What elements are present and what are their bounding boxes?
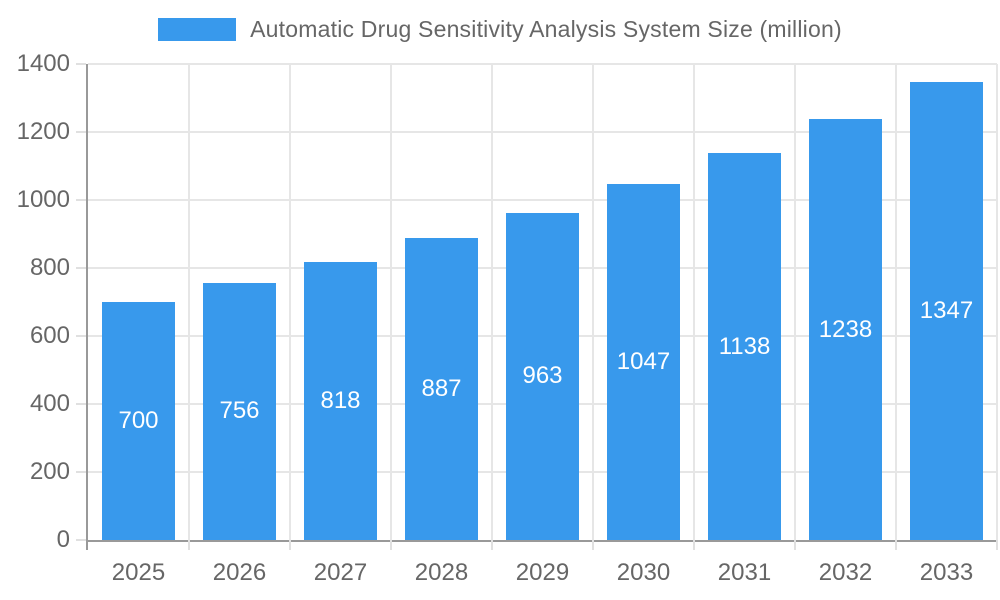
y-axis-tick <box>76 335 86 337</box>
bar[interactable] <box>405 238 478 540</box>
bar[interactable] <box>910 82 983 540</box>
x-tick-label: 2027 <box>313 559 368 586</box>
bar[interactable] <box>102 302 175 540</box>
gridline <box>88 63 997 65</box>
gridline <box>693 64 695 540</box>
plot-area: 0 200 400 600 800 1000 1200 1400 700 2025 756 2026 8… <box>17 50 998 586</box>
gridline <box>88 199 997 201</box>
bar[interactable] <box>809 119 882 540</box>
x-tick-label: 2029 <box>515 559 570 586</box>
y-tick-label: 1200 <box>16 118 70 145</box>
bar-value-label: 700 <box>118 407 159 434</box>
bar-value-label: 818 <box>320 386 361 414</box>
gridline <box>895 64 897 540</box>
bar-value-label: 887 <box>421 375 462 403</box>
bar[interactable] <box>506 212 579 540</box>
bar-value-label: 1347 <box>919 297 974 324</box>
gridline <box>491 64 493 540</box>
bar[interactable] <box>203 282 276 540</box>
x-axis-tick <box>390 540 392 550</box>
x-tick-label: 2032 <box>818 559 873 586</box>
x-axis-tick <box>895 540 897 550</box>
x-tick-label: 2028 <box>414 559 469 586</box>
bar-value-label: 963 <box>522 362 563 390</box>
gridline <box>390 64 392 540</box>
y-axis-tick <box>76 539 86 541</box>
x-tick-label: 2030 <box>616 559 671 586</box>
x-axis-tick <box>996 540 998 550</box>
y-tick-label: 800 <box>29 254 70 281</box>
bar[interactable] <box>708 153 781 540</box>
y-tick-label: 0 <box>56 526 70 553</box>
y-tick-label: 1400 <box>16 50 70 77</box>
y-tick-label: 200 <box>29 458 70 485</box>
bar-value-label: 1238 <box>818 315 873 343</box>
legend-label: Automatic Drug Sensitivity Analysis Syst… <box>250 16 842 42</box>
legend-swatch-icon <box>158 18 237 41</box>
y-axis-tick <box>76 199 86 201</box>
bar-value-label: 756 <box>219 397 260 425</box>
x-axis-tick <box>592 540 594 550</box>
gridline <box>289 64 291 540</box>
gridline <box>592 64 594 540</box>
y-tick-label: 1000 <box>16 186 70 213</box>
x-axis-tick <box>188 540 190 550</box>
x-tick-label: 2033 <box>919 559 974 586</box>
y-axis-tick <box>76 63 86 65</box>
x-tick-label: 2025 <box>111 559 166 586</box>
y-axis-tick <box>76 267 86 269</box>
y-axis-tick <box>76 471 86 473</box>
bar-value-label: 1047 <box>616 348 671 375</box>
y-tick-label: 600 <box>29 322 70 349</box>
x-axis-tick <box>794 540 796 550</box>
gridline <box>794 64 796 540</box>
bar[interactable] <box>304 261 377 540</box>
x-axis-tick <box>289 540 291 550</box>
x-tick-label: 2026 <box>212 559 267 586</box>
bar[interactable] <box>607 184 680 540</box>
y-axis-tick <box>76 403 86 405</box>
chart-legend[interactable]: Automatic Drug Sensitivity Analysis Syst… <box>0 16 1000 43</box>
y-axis-extension <box>86 540 88 550</box>
gridline <box>996 64 998 540</box>
gridline <box>188 64 190 540</box>
x-axis-tick <box>693 540 695 550</box>
gridline <box>88 131 997 133</box>
x-axis-tick <box>491 540 493 550</box>
x-tick-label: 2031 <box>717 559 772 586</box>
bar-value-label: 1138 <box>718 332 771 360</box>
y-axis-tick <box>76 131 86 133</box>
y-tick-label: 400 <box>29 390 70 417</box>
